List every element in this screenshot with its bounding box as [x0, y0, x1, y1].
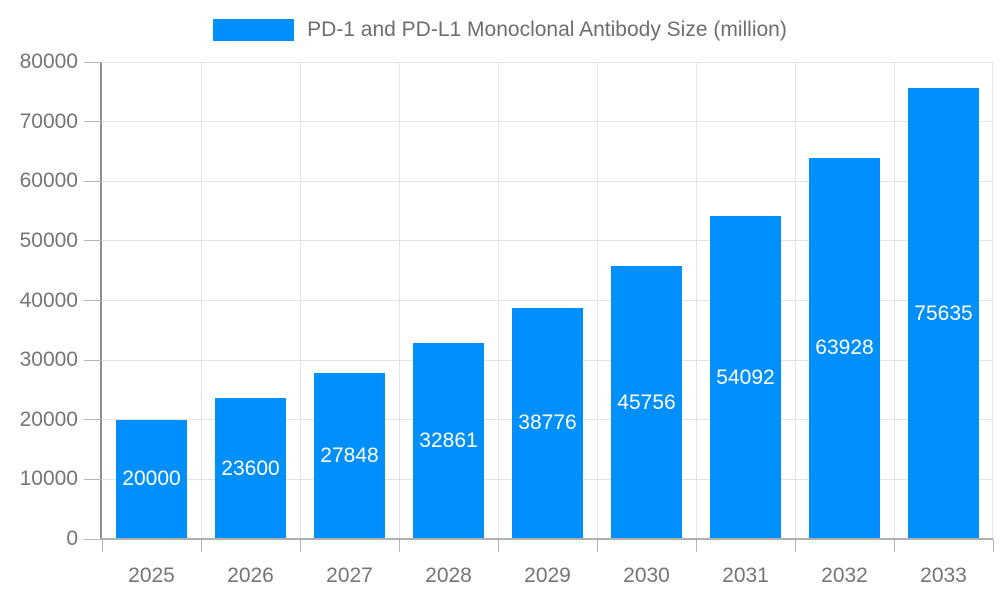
y-axis-label: 80000	[19, 50, 78, 73]
y-axis-label: 40000	[19, 288, 78, 312]
gridline-horizontal	[102, 180, 993, 182]
x-axis-tick	[893, 539, 895, 552]
bar-2033[interactable]: 75635	[908, 88, 979, 539]
bar-2031[interactable]: 54092	[710, 216, 781, 539]
y-axis-label: 50000	[19, 228, 78, 252]
x-axis-label: 2025	[128, 564, 175, 587]
plot-area: 20000 23600 27848 32861 38776 45756 54092 63928…	[102, 61, 993, 539]
bar-value-label: 54092	[716, 365, 775, 389]
y-axis-tick	[84, 359, 102, 361]
y-axis-label: 0	[66, 527, 78, 550]
gridline-horizontal	[102, 121, 993, 123]
chart-legend[interactable]: PD-1 and PD-L1 Monoclonal Antibody Size …	[0, 17, 1000, 43]
x-axis-label: 2026	[227, 564, 274, 587]
bar-value-label: 23600	[221, 456, 280, 480]
bar-2030[interactable]: 45756	[611, 266, 682, 539]
gridline-horizontal	[102, 300, 993, 301]
x-axis-tick	[596, 539, 598, 552]
bar-value-label: 38776	[518, 411, 577, 435]
bar-2026[interactable]: 23600	[215, 398, 286, 539]
legend-swatch	[213, 19, 295, 41]
x-axis-label: 2027	[326, 564, 373, 587]
bar-value-label: 75635	[914, 301, 973, 325]
bar-2025[interactable]: 20000	[116, 419, 187, 539]
x-axis-label: 2028	[425, 564, 472, 587]
gridline-vertical	[399, 62, 400, 539]
x-axis-label: 2029	[524, 564, 571, 587]
y-axis-tick	[84, 538, 102, 540]
x-axis-tick	[398, 539, 400, 552]
x-axis-label: 2033	[920, 564, 967, 587]
x-axis-label: 2031	[722, 564, 769, 587]
bar-value-label: 63928	[815, 336, 874, 360]
bar-2032[interactable]: 63928	[809, 157, 880, 539]
y-axis-label: 30000	[19, 348, 78, 372]
x-axis-tick	[992, 539, 994, 552]
x-axis-line	[100, 538, 993, 540]
gridline-vertical	[498, 62, 499, 539]
gridline-horizontal	[102, 61, 993, 63]
gridline-vertical	[992, 62, 993, 539]
y-axis-tick	[84, 478, 102, 480]
x-axis-tick	[200, 539, 202, 552]
y-axis-tick	[84, 121, 102, 123]
x-axis-tick	[497, 539, 499, 552]
y-axis-tick	[84, 61, 102, 63]
bar-value-label: 20000	[122, 467, 181, 491]
y-axis-label: 10000	[19, 467, 78, 491]
y-axis-label: 60000	[19, 169, 78, 193]
gridline-vertical	[201, 62, 202, 539]
bar-2029[interactable]: 38776	[512, 307, 583, 539]
x-axis-tick	[695, 539, 697, 552]
y-axis-tick	[84, 419, 102, 421]
gridline-vertical	[597, 62, 598, 539]
x-axis-tick	[299, 539, 301, 552]
bar-value-label: 45756	[617, 390, 676, 414]
gridline-vertical	[300, 62, 301, 539]
gridline-horizontal	[102, 240, 993, 242]
gridline-vertical	[894, 62, 895, 539]
y-axis-label: 20000	[19, 407, 78, 431]
bar-2027[interactable]: 27848	[314, 372, 385, 539]
legend-label: PD-1 and PD-L1 Monoclonal Antibody Size …	[307, 18, 787, 41]
x-axis-label: 2030	[623, 564, 670, 587]
gridline-vertical	[795, 62, 796, 539]
y-axis-tick	[84, 180, 102, 182]
gridline-vertical	[696, 62, 697, 539]
y-axis-label: 70000	[19, 109, 78, 133]
bar-value-label: 32861	[419, 429, 478, 453]
bar-value-label: 27848	[320, 443, 379, 467]
x-axis-label: 2032	[821, 564, 868, 587]
x-axis-tick	[794, 539, 796, 552]
bar-2028[interactable]: 32861	[413, 343, 484, 539]
y-axis-tick	[84, 300, 102, 301]
x-axis-tick	[101, 539, 103, 552]
y-axis-tick	[84, 240, 102, 242]
